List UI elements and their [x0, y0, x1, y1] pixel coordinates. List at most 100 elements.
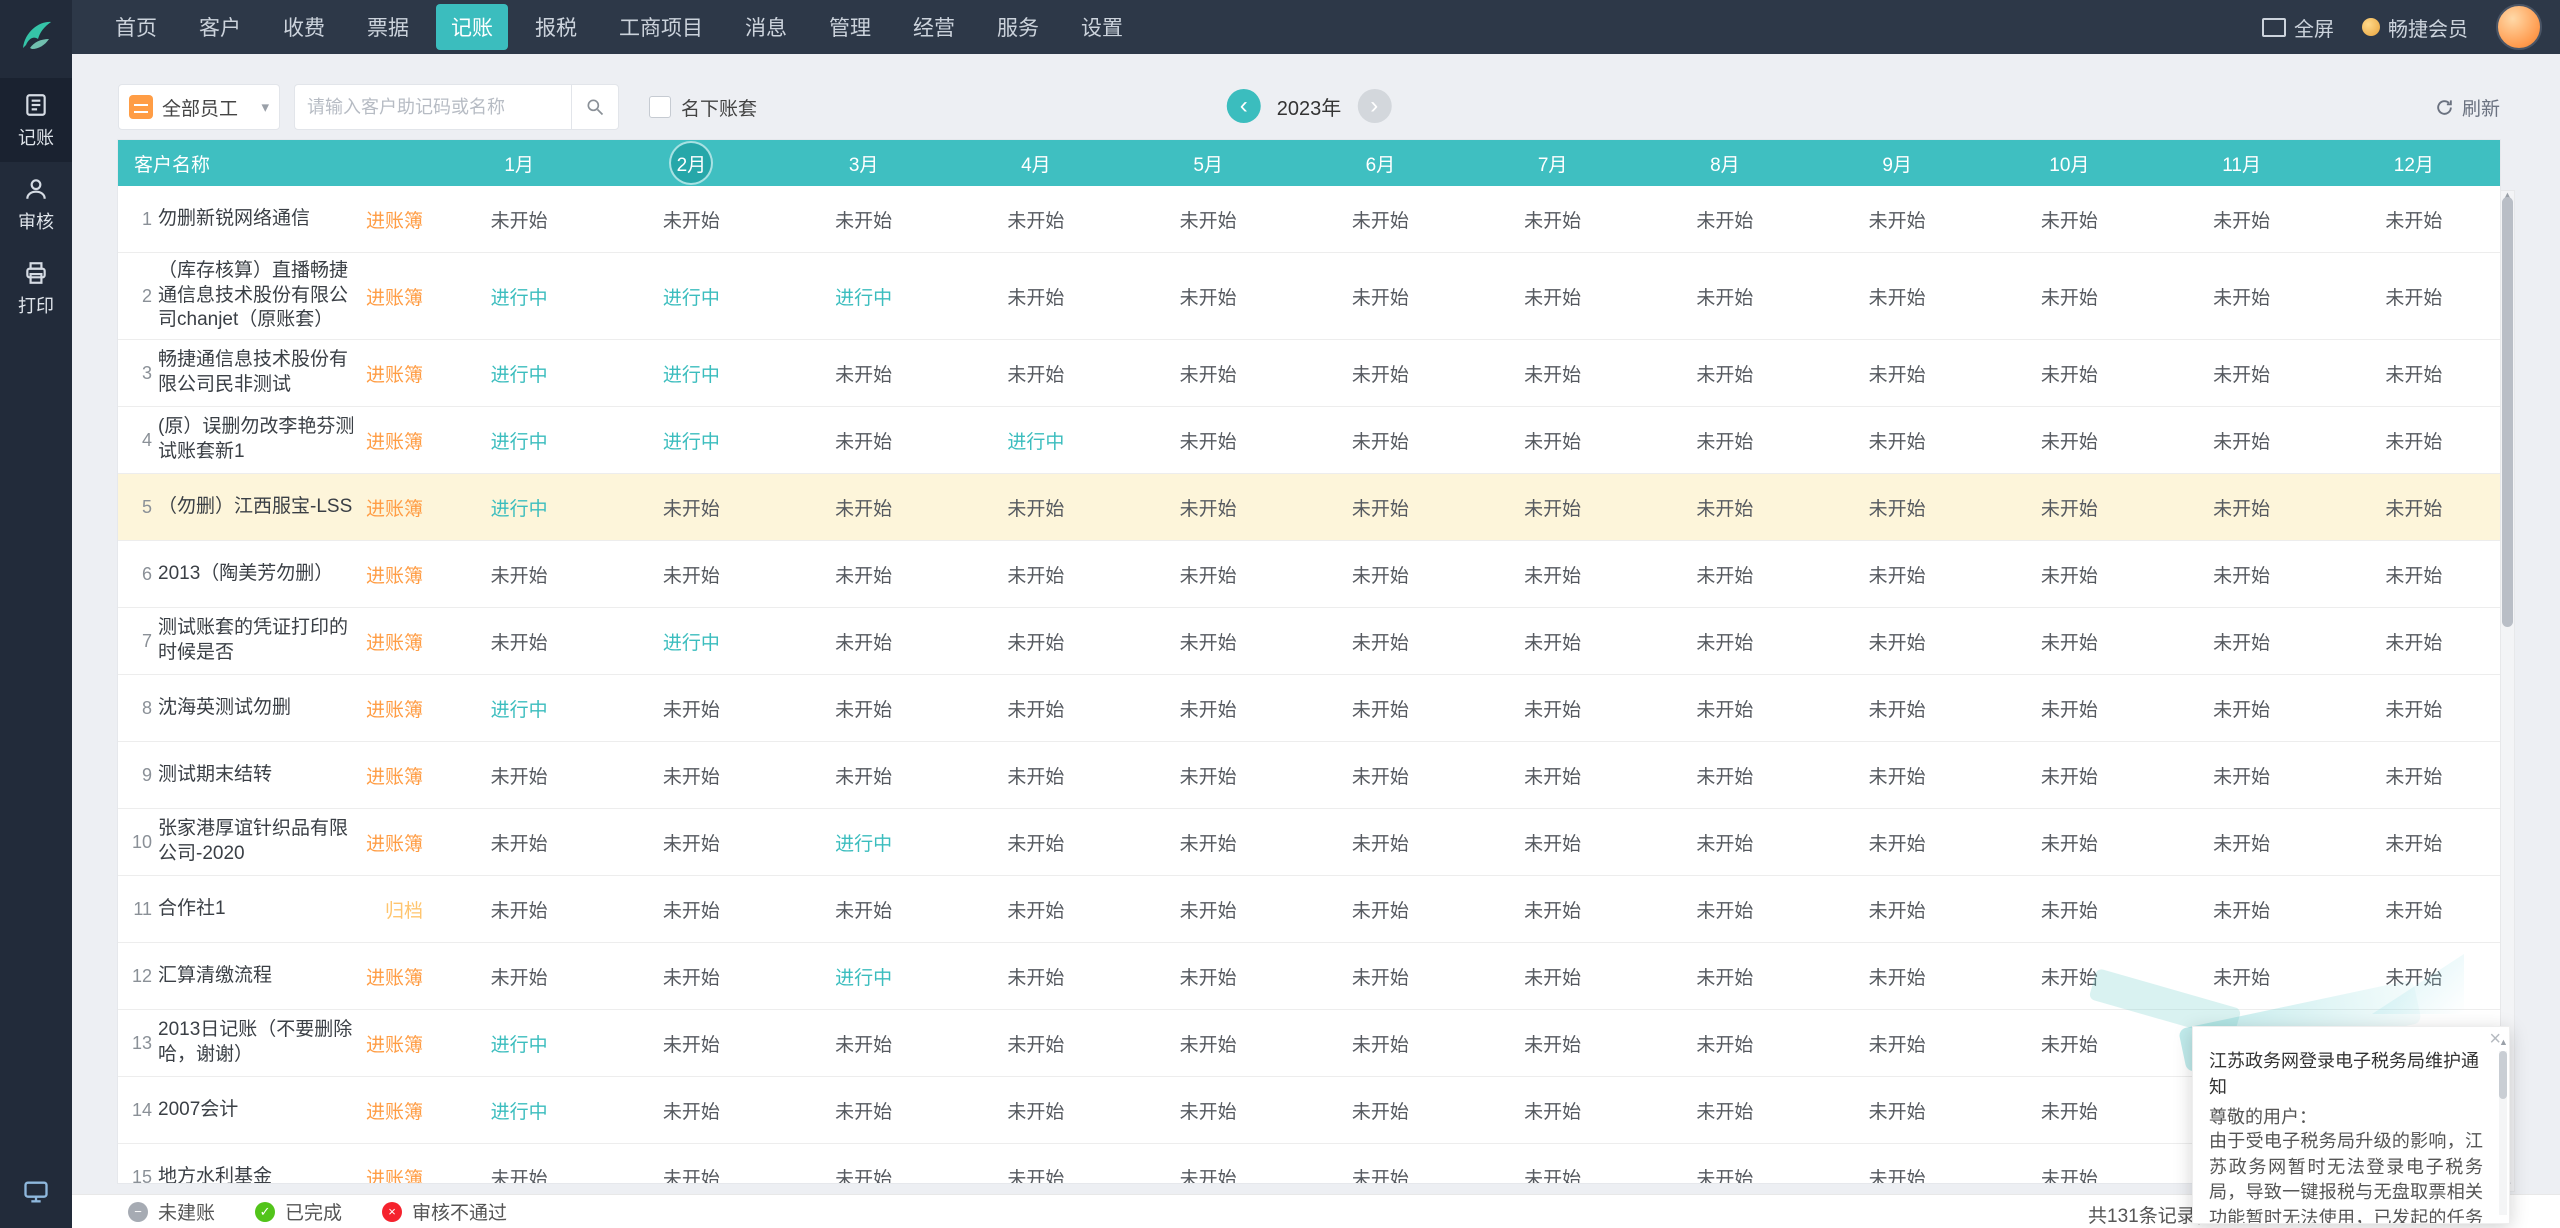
month-status-cell[interactable]: 进行中: [490, 364, 548, 386]
month-status-cell[interactable]: 未开始: [1007, 287, 1065, 309]
nav-item[interactable]: 设置: [1081, 17, 1123, 40]
month-status-cell[interactable]: 未开始: [1868, 565, 1926, 587]
month-status-cell[interactable]: 未开始: [1696, 1101, 1754, 1123]
month-status-cell[interactable]: 未开始: [490, 632, 548, 654]
month-status-cell[interactable]: 未开始: [662, 900, 720, 922]
nav-item[interactable]: 票据: [367, 17, 409, 40]
month-status-cell[interactable]: 未开始: [2385, 498, 2443, 520]
month-status-cell[interactable]: 未开始: [1007, 565, 1065, 587]
column-header-month[interactable]: 5月: [1193, 154, 1223, 176]
month-status-cell[interactable]: 未开始: [662, 967, 720, 989]
month-status-cell[interactable]: 未开始: [2040, 431, 2098, 453]
month-status-cell[interactable]: 未开始: [1351, 766, 1409, 788]
month-status-cell[interactable]: 未开始: [1524, 1101, 1582, 1123]
month-status-cell[interactable]: 未开始: [1868, 431, 1926, 453]
month-status-cell[interactable]: 未开始: [1351, 900, 1409, 922]
open-ledger-link[interactable]: 进账簿: [365, 632, 423, 654]
column-header-month[interactable]: 4月: [1021, 154, 1051, 176]
nav-item[interactable]: 经营: [913, 17, 955, 40]
month-status-cell[interactable]: 未开始: [662, 210, 720, 232]
month-status-cell[interactable]: 未开始: [2213, 287, 2271, 309]
scroll-up-icon[interactable]: ▲: [2502, 190, 2513, 202]
month-status-cell[interactable]: 进行中: [490, 1101, 548, 1123]
month-status-cell[interactable]: 未开始: [2213, 900, 2271, 922]
month-status-cell[interactable]: 未开始: [1524, 967, 1582, 989]
month-status-cell[interactable]: 未开始: [1007, 1034, 1065, 1056]
month-status-cell[interactable]: 未开始: [662, 565, 720, 587]
month-status-cell[interactable]: 未开始: [1007, 1168, 1065, 1183]
next-year-button[interactable]: ›: [1357, 89, 1392, 123]
month-status-cell[interactable]: 未开始: [1868, 900, 1926, 922]
month-status-cell[interactable]: 未开始: [1868, 498, 1926, 520]
month-status-cell[interactable]: 未开始: [2040, 498, 2098, 520]
month-status-cell[interactable]: 进行中: [662, 364, 720, 386]
column-header-month[interactable]: 10月: [2049, 154, 2090, 176]
column-header-month[interactable]: 6月: [1365, 154, 1396, 176]
nav-item[interactable]: 报税: [535, 17, 577, 40]
month-status-cell[interactable]: 进行中: [490, 1034, 548, 1056]
month-status-cell[interactable]: 未开始: [1868, 699, 1926, 721]
month-status-cell[interactable]: 未开始: [2040, 632, 2098, 654]
month-status-cell[interactable]: 未开始: [1524, 1168, 1582, 1183]
month-status-cell[interactable]: 未开始: [662, 498, 720, 520]
month-status-cell[interactable]: 未开始: [2385, 565, 2443, 587]
column-header-month[interactable]: 8月: [1710, 154, 1740, 176]
month-status-cell[interactable]: 未开始: [2385, 431, 2443, 453]
month-status-cell[interactable]: 未开始: [2040, 364, 2098, 386]
open-ledger-link[interactable]: 进账簿: [365, 364, 423, 386]
scrollbar-thumb[interactable]: [2502, 197, 2513, 627]
month-status-cell[interactable]: 未开始: [1351, 287, 1409, 309]
member-button[interactable]: 畅捷会员: [2362, 13, 2468, 42]
month-status-cell[interactable]: 未开始: [2040, 833, 2098, 855]
workbench-icon[interactable]: [0, 1178, 72, 1206]
open-ledger-link[interactable]: 进账簿: [365, 833, 423, 855]
month-status-cell[interactable]: 未开始: [2213, 833, 2271, 855]
open-ledger-link[interactable]: 进账簿: [365, 766, 423, 788]
month-status-cell[interactable]: 未开始: [1524, 210, 1582, 232]
month-status-cell[interactable]: 未开始: [1524, 699, 1582, 721]
month-status-cell[interactable]: 进行中: [490, 287, 548, 309]
search-button[interactable]: [571, 84, 619, 130]
month-status-cell[interactable]: 未开始: [2040, 565, 2098, 587]
month-status-cell[interactable]: 未开始: [1696, 1168, 1754, 1183]
column-header-month[interactable]: 1月: [504, 154, 534, 176]
month-status-cell[interactable]: 未开始: [1524, 565, 1582, 587]
column-header-month[interactable]: 2月: [605, 140, 777, 186]
month-status-cell[interactable]: 未开始: [1351, 210, 1409, 232]
month-status-cell[interactable]: 未开始: [1179, 699, 1237, 721]
fullscreen-button[interactable]: 全屏: [2262, 13, 2334, 42]
month-status-cell[interactable]: 未开始: [1007, 632, 1065, 654]
month-status-cell[interactable]: 未开始: [1351, 967, 1409, 989]
month-status-cell[interactable]: 未开始: [1696, 287, 1754, 309]
month-status-cell[interactable]: 未开始: [1007, 967, 1065, 989]
month-status-cell[interactable]: 未开始: [2213, 699, 2271, 721]
month-status-cell[interactable]: 未开始: [1524, 632, 1582, 654]
month-status-cell[interactable]: 未开始: [1868, 364, 1926, 386]
month-status-cell[interactable]: 进行中: [490, 498, 548, 520]
month-status-cell[interactable]: 未开始: [1007, 210, 1065, 232]
month-status-cell[interactable]: 未开始: [490, 766, 548, 788]
month-status-cell[interactable]: 未开始: [2385, 364, 2443, 386]
nav-item[interactable]: 首页: [115, 17, 157, 40]
month-status-cell[interactable]: 未开始: [1351, 431, 1409, 453]
month-status-cell[interactable]: 未开始: [2213, 766, 2271, 788]
month-status-cell[interactable]: 未开始: [1179, 766, 1237, 788]
prev-year-button[interactable]: ‹: [1226, 89, 1261, 123]
open-ledger-link[interactable]: 进账簿: [365, 1168, 423, 1183]
month-status-cell[interactable]: 未开始: [1007, 833, 1065, 855]
month-status-cell[interactable]: 未开始: [1179, 900, 1237, 922]
month-status-cell[interactable]: 未开始: [1179, 287, 1237, 309]
month-status-cell[interactable]: 未开始: [835, 498, 893, 520]
column-header-month[interactable]: 11月: [2222, 154, 2261, 176]
month-status-cell[interactable]: 未开始: [1007, 364, 1065, 386]
month-status-cell[interactable]: 未开始: [2040, 900, 2098, 922]
month-status-cell[interactable]: 未开始: [2213, 210, 2271, 232]
nav-item[interactable]: 服务: [997, 17, 1039, 40]
month-status-cell[interactable]: 进行中: [835, 833, 893, 855]
month-status-cell[interactable]: 未开始: [662, 1034, 720, 1056]
month-status-cell[interactable]: 未开始: [2040, 967, 2098, 989]
month-status-cell[interactable]: 未开始: [1868, 1101, 1926, 1123]
month-status-cell[interactable]: 未开始: [1179, 632, 1237, 654]
month-status-cell[interactable]: 未开始: [1007, 900, 1065, 922]
month-status-cell[interactable]: 未开始: [490, 1168, 548, 1183]
